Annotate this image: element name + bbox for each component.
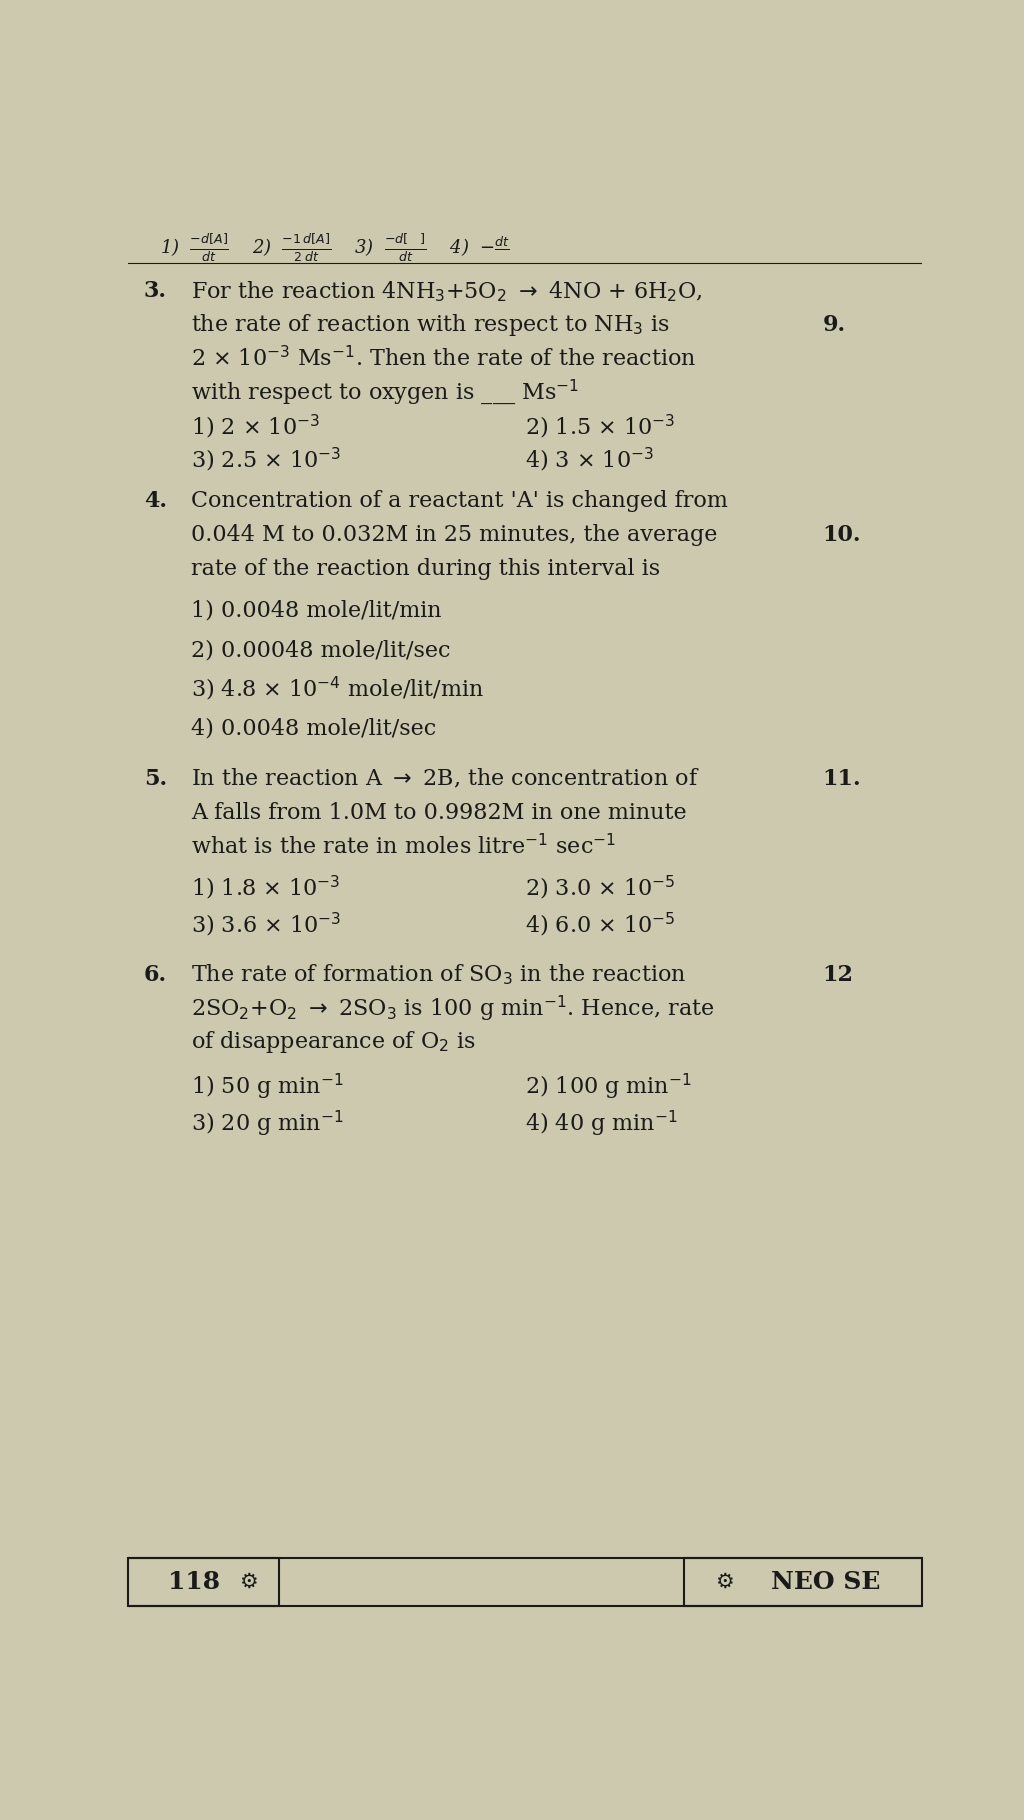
- Text: Concentration of a reactant 'A' is changed from: Concentration of a reactant 'A' is chang…: [191, 490, 728, 513]
- Text: 1) 0.0048 mole/lit/min: 1) 0.0048 mole/lit/min: [191, 601, 442, 622]
- Text: 1) 50 g min$^{-1}$: 1) 50 g min$^{-1}$: [191, 1072, 344, 1103]
- FancyBboxPatch shape: [128, 1558, 279, 1605]
- Text: ⚙: ⚙: [715, 1572, 734, 1592]
- Text: 12: 12: [822, 965, 853, 986]
- Text: 2SO$_2$+O$_2$ $\rightarrow$ 2SO$_3$ is 100 g min$^{-1}$. Hence, rate: 2SO$_2$+O$_2$ $\rightarrow$ 2SO$_3$ is 1…: [191, 994, 715, 1025]
- Text: In the reaction A $\rightarrow$ 2B, the concentration of: In the reaction A $\rightarrow$ 2B, the …: [191, 768, 700, 790]
- Text: 2 $\times$ 10$^{-3}$ Ms$^{-1}$. Then the rate of the reaction: 2 $\times$ 10$^{-3}$ Ms$^{-1}$. Then the…: [191, 346, 697, 371]
- Text: The rate of formation of SO$_3$ in the reaction: The rate of formation of SO$_3$ in the r…: [191, 963, 687, 988]
- Text: A falls from 1.0M to 0.9982M in one minute: A falls from 1.0M to 0.9982M in one minu…: [191, 801, 687, 824]
- Text: with respect to oxygen is ___ Ms$^{-1}$: with respect to oxygen is ___ Ms$^{-1}$: [191, 377, 580, 408]
- Text: 2) 0.00048 mole/lit/sec: 2) 0.00048 mole/lit/sec: [191, 639, 451, 661]
- Text: 1)  $\frac{-d[A]}{dt}$    2)  $\frac{-1\,d[A]}{2\,dt}$    3)  $\frac{-d[\quad]}{: 1) $\frac{-d[A]}{dt}$ 2) $\frac{-1\,d[A]…: [160, 231, 510, 264]
- Text: 5.: 5.: [143, 768, 167, 790]
- Text: 3) 2.5 $\times$ 10$^{-3}$: 3) 2.5 $\times$ 10$^{-3}$: [191, 446, 342, 473]
- Text: NEO SE: NEO SE: [771, 1571, 881, 1594]
- Text: 2) 3.0 $\times$ 10$^{-5}$: 2) 3.0 $\times$ 10$^{-5}$: [524, 874, 675, 903]
- Text: 1) 1.8 $\times$ 10$^{-3}$: 1) 1.8 $\times$ 10$^{-3}$: [191, 874, 341, 903]
- Text: 4) 40 g min$^{-1}$: 4) 40 g min$^{-1}$: [524, 1108, 678, 1139]
- Text: 0.044 M to 0.032M in 25 minutes, the average: 0.044 M to 0.032M in 25 minutes, the ave…: [191, 524, 718, 546]
- Text: 10.: 10.: [822, 524, 861, 546]
- Text: rate of the reaction during this interval is: rate of the reaction during this interva…: [191, 557, 660, 581]
- Text: 2) 1.5 $\times$ 10$^{-3}$: 2) 1.5 $\times$ 10$^{-3}$: [524, 413, 675, 440]
- Text: 2) 100 g min$^{-1}$: 2) 100 g min$^{-1}$: [524, 1072, 692, 1103]
- Text: 6.: 6.: [143, 965, 167, 986]
- FancyBboxPatch shape: [684, 1558, 922, 1605]
- Text: 4.: 4.: [143, 490, 167, 513]
- Text: 3) 3.6 $\times$ 10$^{-3}$: 3) 3.6 $\times$ 10$^{-3}$: [191, 910, 342, 939]
- Text: what is the rate in moles litre$^{-1}$ sec$^{-1}$: what is the rate in moles litre$^{-1}$ s…: [191, 834, 616, 859]
- Text: 3) 4.8 $\times$ 10$^{-4}$ mole/lit/min: 3) 4.8 $\times$ 10$^{-4}$ mole/lit/min: [191, 675, 484, 703]
- Text: 11.: 11.: [822, 768, 861, 790]
- Text: For the reaction 4NH$_3$+5O$_2$ $\rightarrow$ 4NO + 6H$_2$O,: For the reaction 4NH$_3$+5O$_2$ $\righta…: [191, 278, 702, 304]
- Text: 4) 6.0 $\times$ 10$^{-5}$: 4) 6.0 $\times$ 10$^{-5}$: [524, 910, 675, 939]
- Text: 3) 20 g min$^{-1}$: 3) 20 g min$^{-1}$: [191, 1108, 344, 1139]
- Text: of disappearance of O$_2$ is: of disappearance of O$_2$ is: [191, 1030, 476, 1056]
- Text: 4) 0.0048 mole/lit/sec: 4) 0.0048 mole/lit/sec: [191, 717, 437, 739]
- Text: 4) 3 $\times$ 10$^{-3}$: 4) 3 $\times$ 10$^{-3}$: [524, 446, 653, 473]
- Text: 9.: 9.: [822, 313, 846, 337]
- Text: 118: 118: [168, 1571, 220, 1594]
- Text: the rate of reaction with respect to NH$_3$ is: the rate of reaction with respect to NH$…: [191, 311, 671, 339]
- Text: 3.: 3.: [143, 280, 167, 302]
- Text: 1) 2 $\times$ 10$^{-3}$: 1) 2 $\times$ 10$^{-3}$: [191, 413, 321, 440]
- Text: ⚙: ⚙: [240, 1572, 258, 1592]
